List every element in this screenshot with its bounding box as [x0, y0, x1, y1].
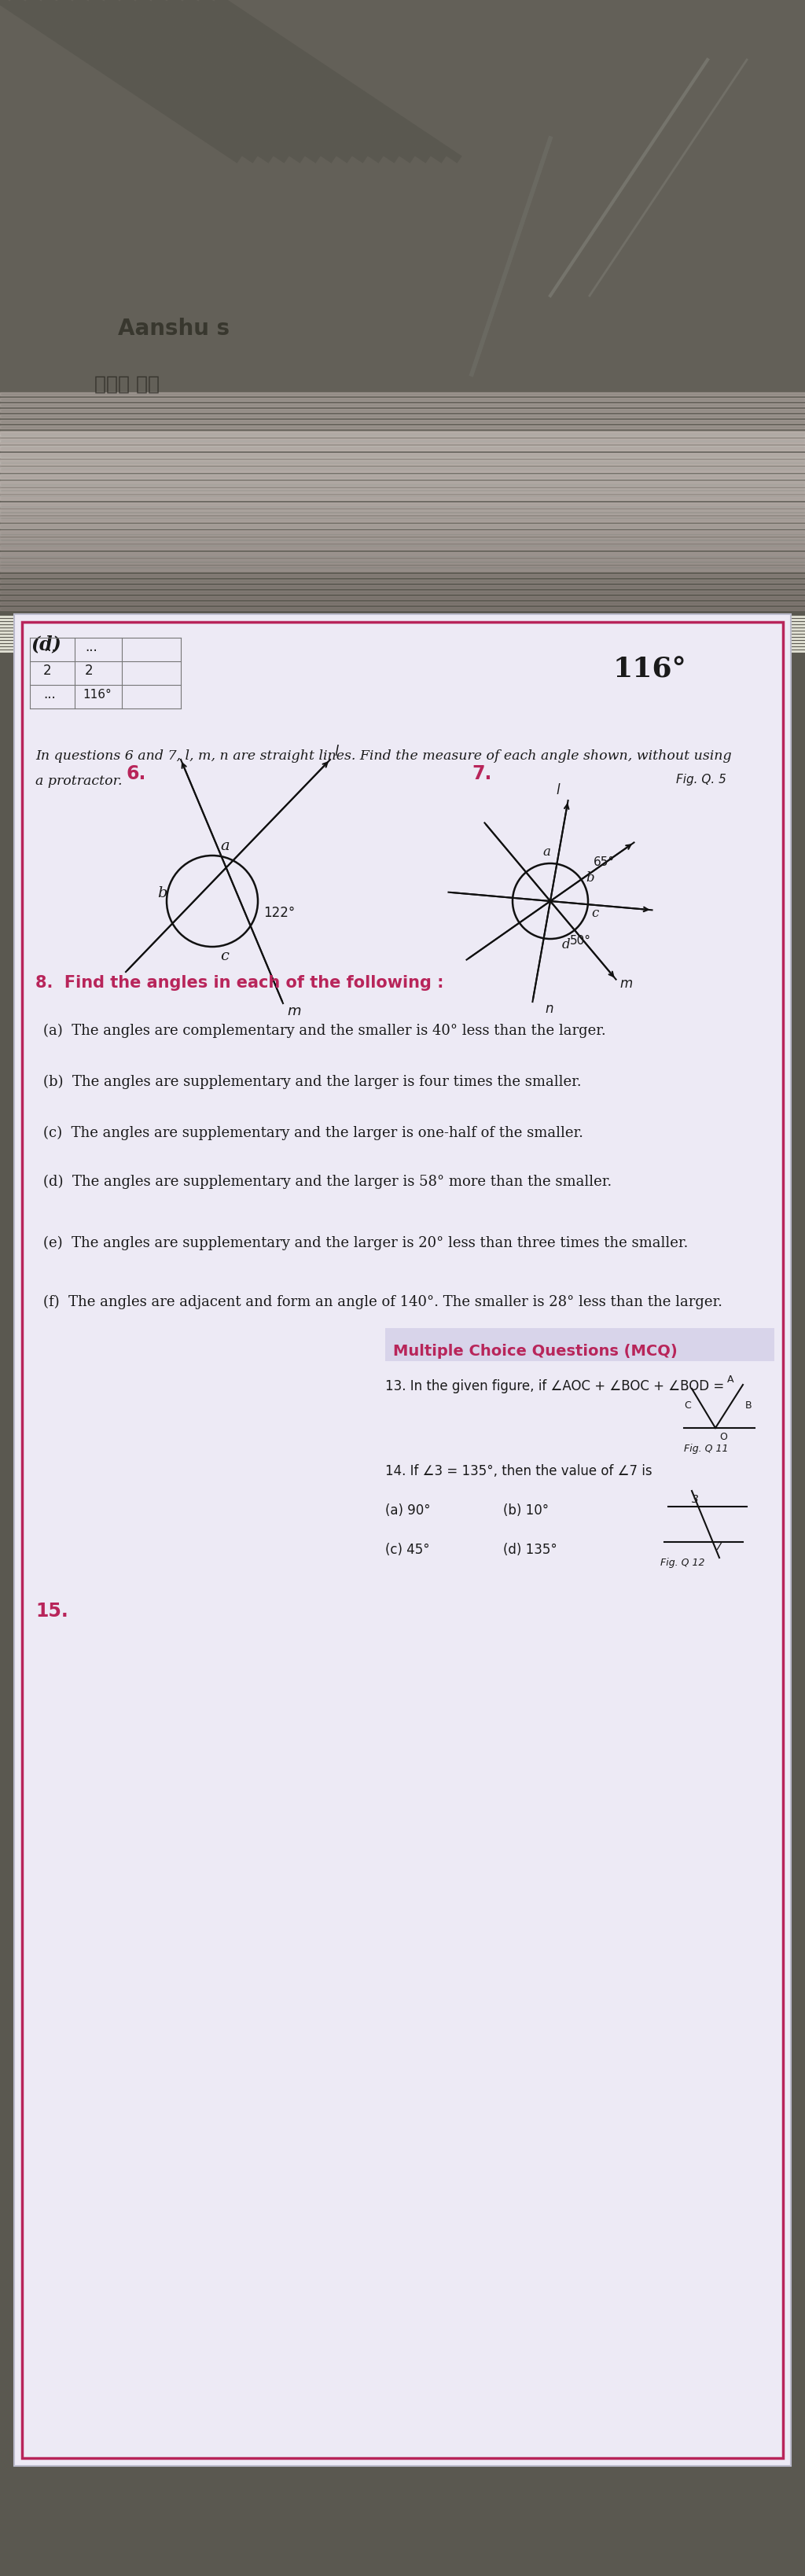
- Text: B: B: [745, 1401, 752, 1412]
- Text: Fig. Q 11: Fig. Q 11: [684, 1443, 729, 1453]
- Text: A: A: [727, 1376, 734, 1386]
- Text: c: c: [591, 907, 598, 920]
- Text: 2: 2: [85, 665, 93, 677]
- Text: Aanshu s: Aanshu s: [118, 317, 229, 340]
- Text: अाज का: अाज का: [94, 376, 159, 394]
- Text: 3: 3: [691, 1494, 699, 1504]
- Text: n: n: [545, 1002, 554, 1015]
- Text: b: b: [586, 871, 594, 884]
- Text: (d)  The angles are supplementary and the larger is 58° more than the smaller.: (d) The angles are supplementary and the…: [43, 1175, 612, 1190]
- Text: Multiple Choice Questions (MCQ): Multiple Choice Questions (MCQ): [393, 1345, 678, 1358]
- Text: 122°: 122°: [263, 907, 295, 920]
- Text: (a)  The angles are complementary and the smaller is 40° less than the larger.: (a) The angles are complementary and the…: [43, 1023, 606, 1038]
- Text: a: a: [543, 845, 550, 858]
- Text: 15.: 15.: [35, 1602, 68, 1620]
- Text: 14. If ∠3 = 135°, then the value of ∠7 is: 14. If ∠3 = 135°, then the value of ∠7 i…: [386, 1463, 652, 1479]
- Text: (c)  The angles are supplementary and the larger is one-half of the smaller.: (c) The angles are supplementary and the…: [43, 1126, 584, 1141]
- Text: 7.: 7.: [472, 765, 492, 783]
- Text: ...: ...: [43, 639, 56, 654]
- Text: 7: 7: [716, 1540, 722, 1553]
- Text: 116°: 116°: [613, 657, 687, 683]
- Text: In questions 6 and 7, l, m, n are straight lines. Find the measure of each angle: In questions 6 and 7, l, m, n are straig…: [35, 750, 732, 762]
- Text: (f)  The angles are adjacent and form an angle of 140°. The smaller is 28° less : (f) The angles are adjacent and form an …: [43, 1296, 722, 1309]
- Text: (a) 90°: (a) 90°: [386, 1504, 431, 1517]
- Text: (d): (d): [31, 634, 62, 654]
- Text: 8.  Find the angles in each of the following :: 8. Find the angles in each of the follow…: [35, 976, 444, 992]
- Text: 13. In the given figure, if ∠AOC + ∠BOC + ∠BOD =: 13. In the given figure, if ∠AOC + ∠BOC …: [386, 1378, 724, 1394]
- Text: C: C: [684, 1401, 691, 1412]
- Text: d: d: [562, 938, 571, 951]
- Text: (e)  The angles are supplementary and the larger is 20° less than three times th: (e) The angles are supplementary and the…: [43, 1236, 688, 1249]
- Text: ...: ...: [43, 688, 56, 701]
- Text: a protractor.: a protractor.: [35, 775, 122, 788]
- Bar: [14, 613, 791, 2465]
- Bar: [0, 0, 805, 433]
- Text: m: m: [287, 1005, 301, 1018]
- Text: 65°: 65°: [593, 855, 615, 868]
- Text: 116°: 116°: [83, 688, 111, 701]
- Text: 6.: 6.: [126, 765, 146, 783]
- Text: O: O: [720, 1432, 727, 1443]
- Text: (c) 45°: (c) 45°: [386, 1543, 430, 1556]
- Text: Fig. Q 12: Fig. Q 12: [660, 1558, 704, 1569]
- Text: Fig. Q. 5: Fig. Q. 5: [676, 773, 726, 786]
- Text: 2: 2: [43, 665, 52, 677]
- Text: (b) 10°: (b) 10°: [503, 1504, 549, 1517]
- Text: l: l: [556, 783, 560, 799]
- Bar: [386, 1329, 774, 1360]
- Text: l: l: [334, 744, 338, 760]
- Text: m: m: [620, 976, 633, 989]
- Bar: [22, 621, 783, 2458]
- Text: (d) 135°: (d) 135°: [503, 1543, 557, 1556]
- Text: a: a: [220, 840, 229, 853]
- Text: 50°: 50°: [570, 935, 591, 948]
- Text: c: c: [220, 948, 229, 963]
- Text: ...: ...: [85, 639, 97, 654]
- Text: (b)  The angles are supplementary and the larger is four times the smaller.: (b) The angles are supplementary and the…: [43, 1074, 581, 1090]
- Text: b: b: [157, 886, 167, 902]
